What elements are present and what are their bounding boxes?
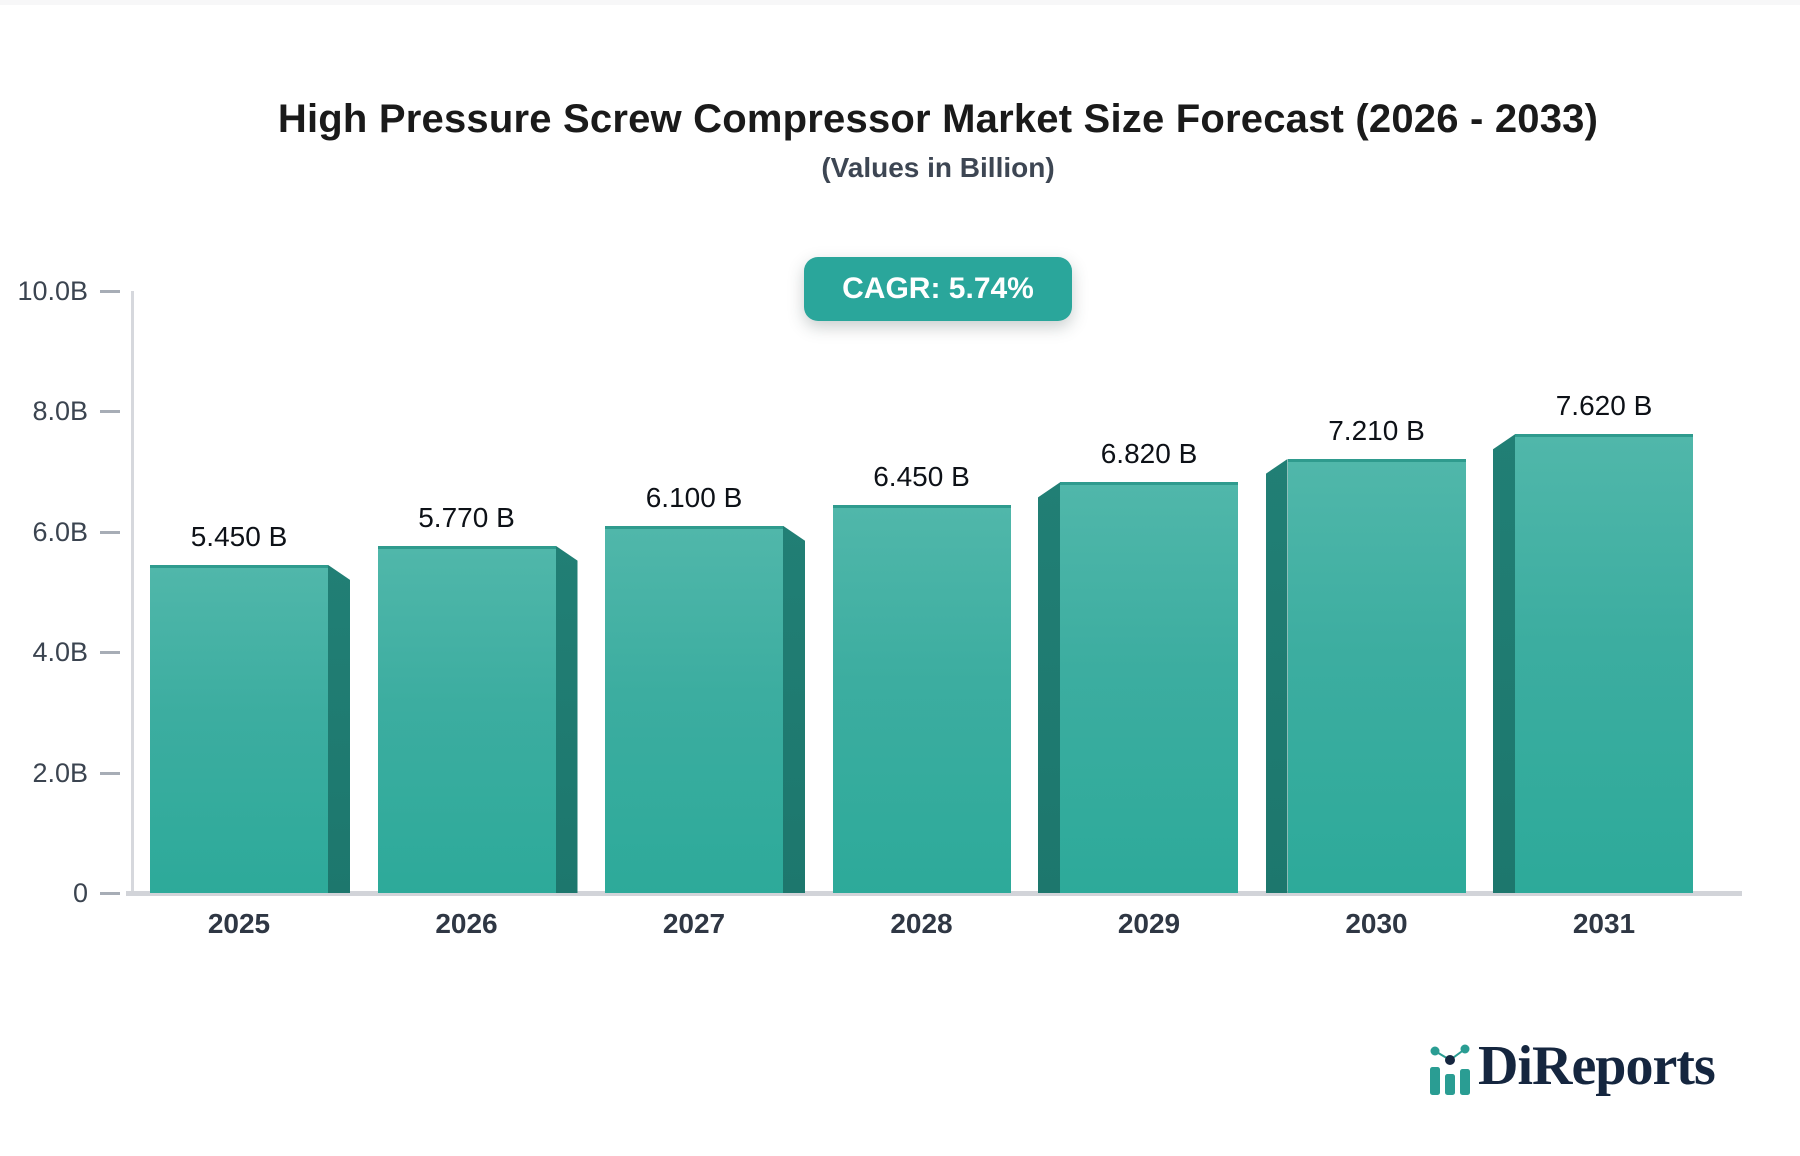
x-axis-label-2031: 2031 bbox=[1572, 908, 1636, 939]
chart-title: High Pressure Screw Compressor Market Si… bbox=[277, 97, 1599, 141]
cagr-badge-wrap: CAGR: 5.74% bbox=[131, 257, 1745, 321]
bar-2029 bbox=[1060, 482, 1238, 893]
y-axis-label-0: 0 bbox=[72, 878, 88, 908]
bar-value-label-2030: 7.210 B bbox=[1328, 414, 1425, 446]
cagr-badge: CAGR: 5.74% bbox=[804, 257, 1072, 321]
y-axis-label-2.0B: 2.0B bbox=[32, 757, 88, 788]
bar-2026 bbox=[377, 545, 556, 893]
bar-2027 bbox=[605, 525, 783, 893]
bar-value-label-2026: 5.770 B bbox=[418, 501, 515, 533]
bar-2031 bbox=[1515, 434, 1693, 893]
bar-side-2031 bbox=[1493, 434, 1515, 893]
brand-logo: DiReports bbox=[1428, 1035, 1716, 1097]
plot-area: 5.450 B 2025 5.770 B 2026 6.100 B 2027 6.450 B… bbox=[126, 291, 1745, 939]
y-axis-tick bbox=[100, 530, 120, 534]
y-axis-label-4.0B: 4.0B bbox=[32, 637, 88, 668]
y-axis-tick bbox=[100, 892, 120, 895]
brand-name: DiReports bbox=[1478, 1035, 1716, 1097]
bar-value-label-2027: 6.100 B bbox=[645, 481, 743, 513]
bar-2028 bbox=[832, 504, 1011, 893]
y-axis-line bbox=[131, 291, 134, 893]
x-axis-label-2030: 2030 bbox=[1345, 908, 1408, 939]
x-axis-label-2027: 2027 bbox=[662, 908, 726, 939]
bar-2030 bbox=[1287, 458, 1466, 893]
bar-value-label-2031: 7.620 B bbox=[1555, 390, 1653, 422]
x-axis-line bbox=[126, 891, 1742, 896]
y-axis-tick bbox=[100, 651, 120, 655]
y-axis-tick bbox=[100, 771, 120, 775]
x-axis-label-2029: 2029 bbox=[1117, 908, 1181, 939]
bar-side-2025 bbox=[328, 564, 350, 893]
x-axis-label-2028: 2028 bbox=[890, 908, 953, 939]
y-axis-label-10.0B: 10.0B bbox=[17, 276, 88, 306]
bar-side-2029 bbox=[1038, 482, 1060, 893]
mini-bar-line-chart-icon bbox=[1430, 1044, 1470, 1095]
chart-subtitle: (Values in Billion) bbox=[821, 152, 1055, 183]
bar-side-2027 bbox=[783, 525, 805, 893]
bar-value-label-2029: 6.820 B bbox=[1100, 438, 1198, 470]
bar-side-2030 bbox=[1265, 458, 1288, 893]
bar-value-label-2025: 5.450 B bbox=[190, 520, 288, 552]
y-axis: 10.0B 8.0B 6.0B 4.0B 2.0B 0 bbox=[0, 276, 131, 908]
y-axis-tick bbox=[100, 410, 120, 414]
y-axis-label-6.0B: 6.0B bbox=[32, 516, 88, 547]
bar-2025 bbox=[150, 564, 328, 893]
x-axis-label-2025: 2025 bbox=[207, 908, 271, 939]
y-axis-label-8.0B: 8.0B bbox=[32, 396, 88, 427]
bar-side-2026 bbox=[555, 545, 578, 893]
x-axis-label-2026: 2026 bbox=[435, 908, 498, 939]
y-axis-tick bbox=[100, 290, 120, 293]
bar-value-label-2028: 6.450 B bbox=[873, 460, 970, 492]
